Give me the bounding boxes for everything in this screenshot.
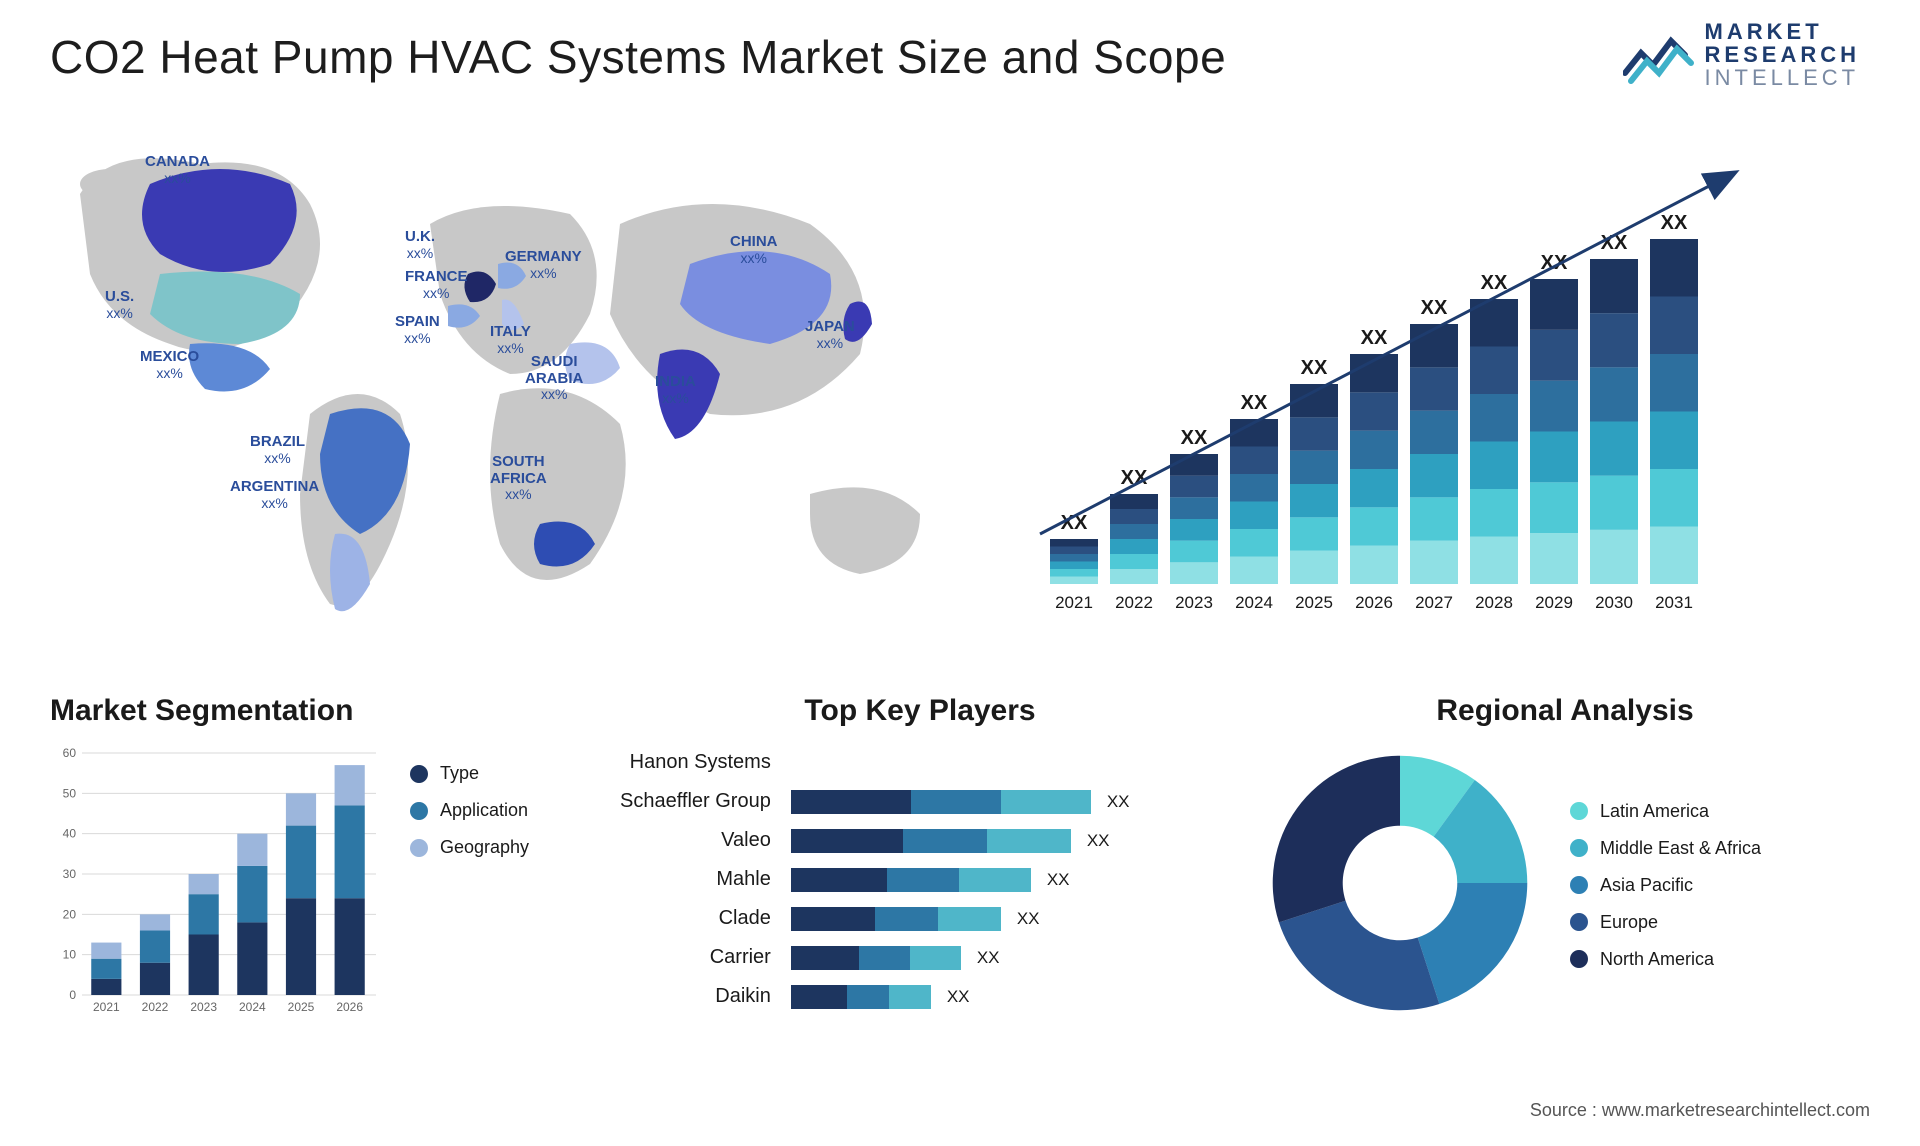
country-label: MEXICOxx% xyxy=(140,349,199,381)
legend-item: Type xyxy=(410,763,529,784)
legend-item: Latin America xyxy=(1570,801,1761,822)
legend-item: Application xyxy=(410,800,529,821)
player-value: XX xyxy=(1107,792,1130,812)
player-value: XX xyxy=(1087,831,1110,851)
segmentation-legend: Type Application Geography xyxy=(410,763,529,1023)
player-bar-row xyxy=(791,743,1220,782)
svg-text:2027: 2027 xyxy=(1415,593,1453,612)
svg-text:2029: 2029 xyxy=(1535,593,1573,612)
player-bar-row: XX xyxy=(791,938,1220,977)
regional-title: Regional Analysis xyxy=(1260,694,1870,728)
country-label: U.K.xx% xyxy=(405,229,435,261)
svg-text:20: 20 xyxy=(63,907,77,921)
regional-donut-chart xyxy=(1260,743,1540,1023)
country-label: GERMANYxx% xyxy=(505,249,582,281)
page-title: CO2 Heat Pump HVAC Systems Market Size a… xyxy=(50,30,1870,84)
growth-bar-chart: XX 2021 XX 2022 XX 2023 XX 2024 XX 2025 XX 2026 XX 20… xyxy=(990,134,1810,634)
svg-text:10: 10 xyxy=(63,948,77,962)
player-bar-row: XX xyxy=(791,899,1220,938)
svg-text:50: 50 xyxy=(63,786,77,800)
country-label: U.S.xx% xyxy=(105,289,134,321)
country-label: CANADAxx% xyxy=(145,154,210,186)
player-bars-list: XX XX XX XX XX XX xyxy=(791,743,1220,1016)
brand-logo: MARKET RESEARCH INTELLECT xyxy=(1623,20,1860,89)
svg-text:XX: XX xyxy=(1301,357,1328,379)
player-bar-row: XX xyxy=(791,977,1220,1016)
country-label: SPAINxx% xyxy=(395,314,440,346)
svg-text:XX: XX xyxy=(1421,297,1448,319)
svg-text:2025: 2025 xyxy=(1295,593,1333,612)
svg-text:2030: 2030 xyxy=(1595,593,1633,612)
top-players-title: Top Key Players xyxy=(620,694,1220,728)
world-map-panel: CANADAxx% U.S.xx%MEXICOxx% BRAZILxx% ARGENT… xyxy=(50,114,950,654)
logo-text-3: INTELLECT xyxy=(1705,66,1860,89)
player-bar-row: XX xyxy=(791,782,1220,821)
svg-text:2022: 2022 xyxy=(1115,593,1153,612)
svg-text:XX: XX xyxy=(1661,212,1688,234)
logo-text-2: RESEARCH xyxy=(1705,43,1860,66)
player-name: Clade xyxy=(620,899,771,938)
svg-text:XX: XX xyxy=(1241,392,1268,414)
country-label: CHINAxx% xyxy=(730,234,778,266)
segmentation-chart: 0 10 20 30 40 50 60 2021 2022 2023 2024 2025 2026 xyxy=(50,743,380,1023)
svg-text:40: 40 xyxy=(63,827,77,841)
svg-text:2026: 2026 xyxy=(336,1000,363,1014)
legend-item: Geography xyxy=(410,837,529,858)
svg-text:2022: 2022 xyxy=(142,1000,169,1014)
regional-section: Regional Analysis Latin America Middle Ea… xyxy=(1260,694,1870,1023)
growth-chart-panel: XX 2021 XX 2022 XX 2023 XX 2024 XX 2025 XX 2026 XX 20… xyxy=(990,114,1870,654)
svg-text:2021: 2021 xyxy=(93,1000,120,1014)
player-bar-row: XX xyxy=(791,821,1220,860)
svg-text:30: 30 xyxy=(63,867,77,881)
svg-text:2024: 2024 xyxy=(1235,593,1273,612)
player-name: Carrier xyxy=(620,938,771,977)
country-label: ITALYxx% xyxy=(490,324,531,356)
country-label: JAPANxx% xyxy=(805,319,855,351)
country-label: SAUDIARABIAxx% xyxy=(525,354,583,402)
player-value: XX xyxy=(947,987,970,1007)
top-players-section: Top Key Players Hanon SystemsSchaeffler … xyxy=(620,694,1220,1023)
logo-text-1: MARKET xyxy=(1705,20,1860,43)
country-label: ARGENTINAxx% xyxy=(230,479,319,511)
player-name: Mahle xyxy=(620,860,771,899)
segmentation-section: Market Segmentation 0 10 20 30 40 50 60 2021 202… xyxy=(50,694,580,1023)
country-label: BRAZILxx% xyxy=(250,434,305,466)
country-label: FRANCExx% xyxy=(405,269,468,301)
player-name: Daikin xyxy=(620,977,771,1016)
legend-item: Asia Pacific xyxy=(1570,875,1761,896)
legend-item: North America xyxy=(1570,949,1761,970)
svg-text:2024: 2024 xyxy=(239,1000,266,1014)
player-value: XX xyxy=(1047,870,1070,890)
svg-text:60: 60 xyxy=(63,746,77,760)
player-value: XX xyxy=(1017,909,1040,929)
player-bar-row: XX xyxy=(791,860,1220,899)
country-label: INDIAxx% xyxy=(655,374,696,406)
player-names-list: Hanon SystemsSchaeffler GroupValeoMahleC… xyxy=(620,743,771,1016)
svg-text:2031: 2031 xyxy=(1655,593,1693,612)
svg-text:XX: XX xyxy=(1181,427,1208,449)
svg-text:XX: XX xyxy=(1361,327,1388,349)
legend-item: Europe xyxy=(1570,912,1761,933)
country-label: SOUTHAFRICAxx% xyxy=(490,454,547,502)
player-name: Hanon Systems xyxy=(620,743,771,782)
svg-text:2023: 2023 xyxy=(1175,593,1213,612)
svg-text:2028: 2028 xyxy=(1475,593,1513,612)
logo-mark-icon xyxy=(1623,23,1695,87)
svg-text:XX: XX xyxy=(1481,272,1508,294)
svg-text:0: 0 xyxy=(69,988,76,1002)
svg-text:2021: 2021 xyxy=(1055,593,1093,612)
svg-text:2023: 2023 xyxy=(190,1000,217,1014)
segmentation-title: Market Segmentation xyxy=(50,694,580,728)
regional-legend: Latin America Middle East & Africa Asia Pa… xyxy=(1570,801,1761,986)
source-line: Source : www.marketresearchintellect.com xyxy=(1530,1100,1870,1121)
player-name: Valeo xyxy=(620,821,771,860)
world-map-icon xyxy=(50,114,950,654)
svg-text:2026: 2026 xyxy=(1355,593,1393,612)
player-value: XX xyxy=(977,948,1000,968)
svg-text:2025: 2025 xyxy=(288,1000,315,1014)
legend-item: Middle East & Africa xyxy=(1570,838,1761,859)
player-name: Schaeffler Group xyxy=(620,782,771,821)
